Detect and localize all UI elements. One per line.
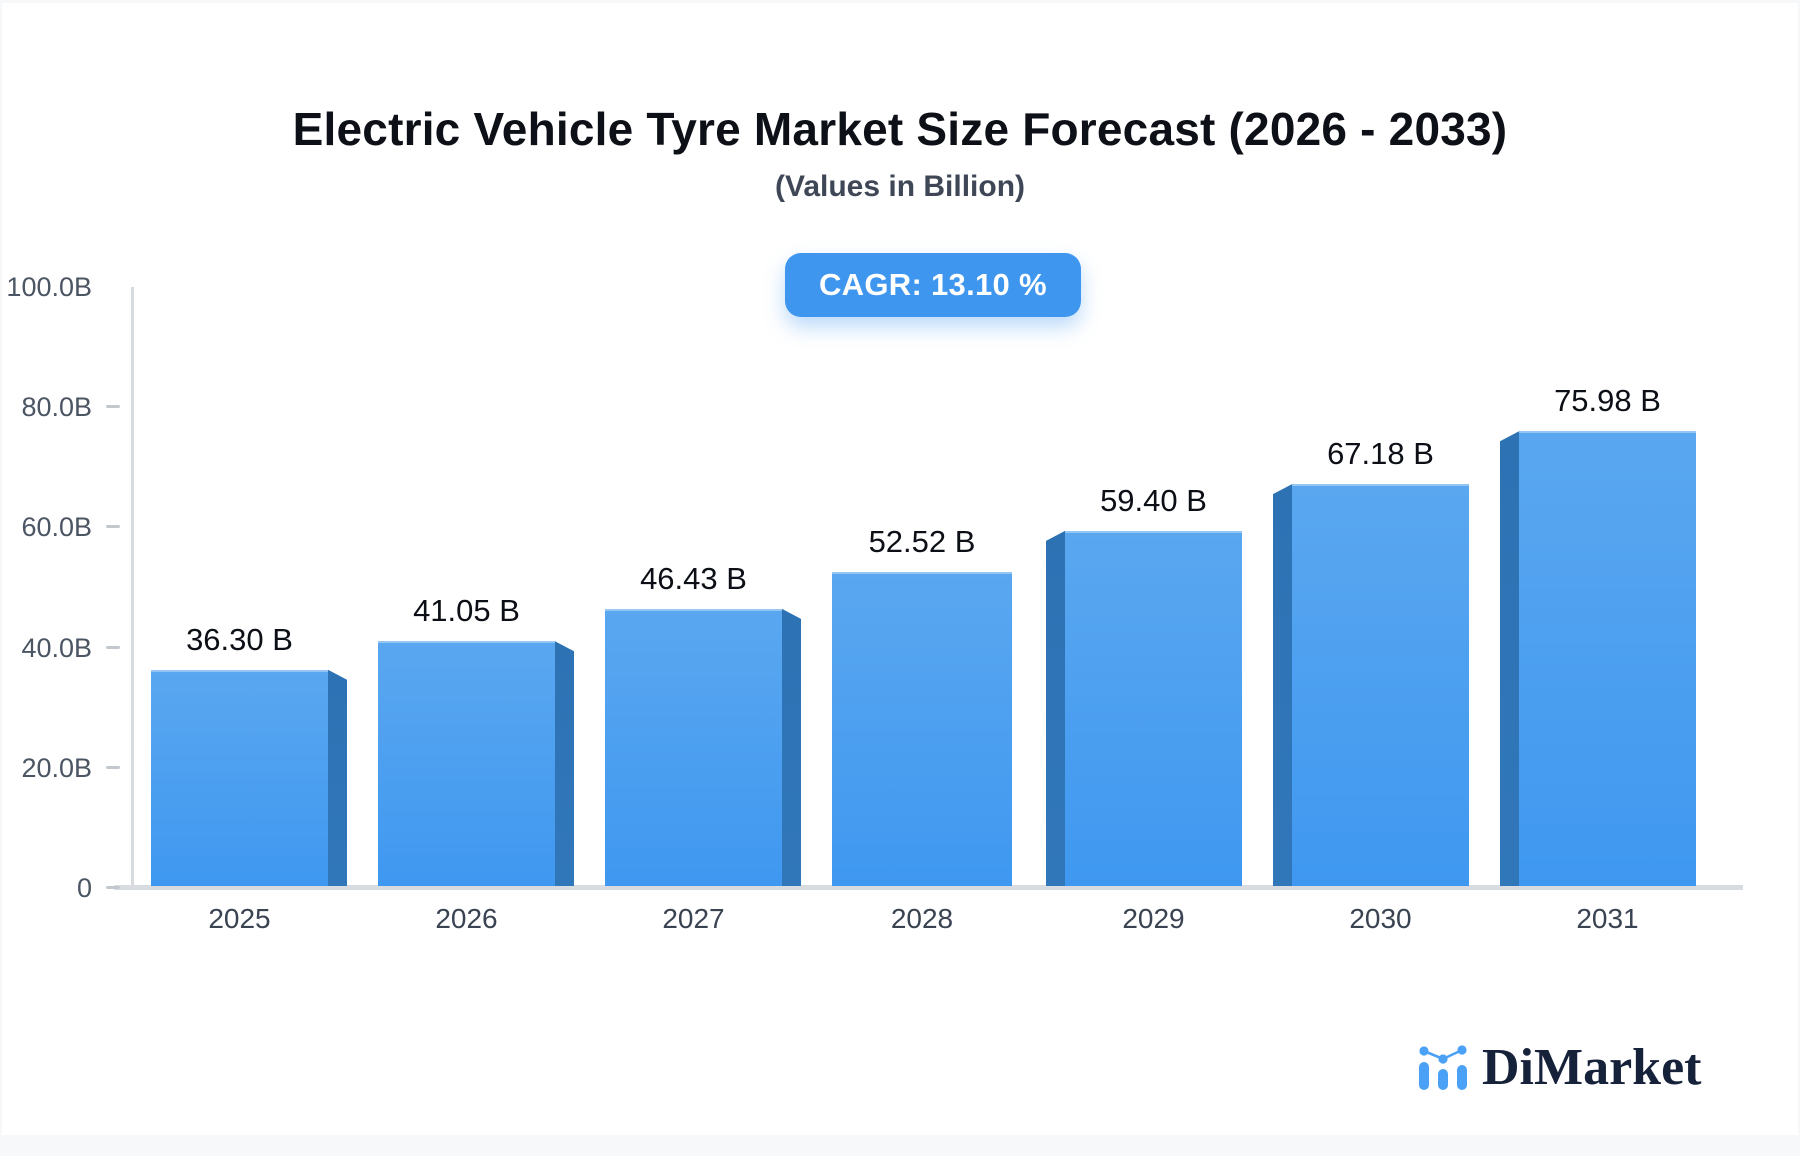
bar-2029 — [1065, 530, 1242, 886]
bar-side-2025 — [328, 669, 347, 886]
y-axis-label: 100.0B — [6, 271, 92, 302]
chart-title: Electric Vehicle Tyre Market Size Foreca… — [292, 103, 1508, 155]
chart-card — [2, 3, 1798, 1135]
bar-value-label: 36.30 B — [186, 621, 293, 657]
y-axis-tick — [106, 645, 120, 649]
bar-side-2027 — [782, 608, 801, 886]
bar-side-2030 — [1273, 484, 1292, 886]
bar-value-label: 52.52 B — [868, 524, 976, 560]
bar-value-label: 46.43 B — [640, 560, 747, 596]
y-axis-tick — [106, 525, 120, 529]
bar-value-label: 59.40 B — [1100, 482, 1207, 518]
bar-value-label: 75.98 B — [1554, 383, 1661, 419]
bar-value-label: 67.18 B — [1327, 436, 1434, 472]
y-axis-label: 60.0B — [21, 512, 92, 543]
bar-side-2031 — [1500, 431, 1519, 886]
brand-logo: DiMarket — [1418, 1038, 1701, 1094]
x-axis-label: 2030 — [1349, 903, 1412, 934]
y-axis-tick — [106, 405, 120, 409]
cagr-badge: CAGR: 13.10 % — [785, 253, 1081, 317]
bar-2031 — [1519, 431, 1696, 886]
x-axis-label: 2031 — [1576, 903, 1639, 934]
bar-2026 — [378, 641, 555, 886]
y-axis-label: 80.0B — [21, 392, 92, 423]
y-axis-tick — [106, 886, 120, 889]
x-axis-label: 2028 — [890, 903, 954, 934]
bar-2027 — [605, 608, 782, 886]
brand-logo-text: DiMarket — [1482, 1039, 1702, 1096]
chart-bars-icon — [1419, 1045, 1467, 1090]
y-axis-label: 40.0B — [21, 632, 92, 663]
bar-side-2026 — [555, 641, 574, 886]
x-axis-label: 2025 — [208, 903, 271, 934]
bar-2025 — [151, 669, 328, 886]
x-axis-line — [114, 885, 1743, 890]
y-axis-tick — [106, 765, 120, 769]
y-axis-label: 0 — [76, 873, 92, 903]
x-axis-label: 2026 — [435, 903, 498, 934]
bar-2030 — [1292, 484, 1469, 886]
x-axis-label: 2029 — [1122, 903, 1185, 934]
bar-value-label: 41.05 B — [413, 593, 520, 629]
x-axis-label: 2027 — [662, 903, 725, 934]
bar-2028 — [832, 572, 1012, 886]
y-axis-label: 20.0B — [21, 752, 92, 783]
y-axis-line — [131, 287, 134, 888]
bar-side-2029 — [1046, 530, 1065, 886]
chart-subtitle: (Values in Billion) — [774, 170, 1026, 203]
cagr-badge-label: CAGR: 13.10 % — [819, 267, 1047, 302]
